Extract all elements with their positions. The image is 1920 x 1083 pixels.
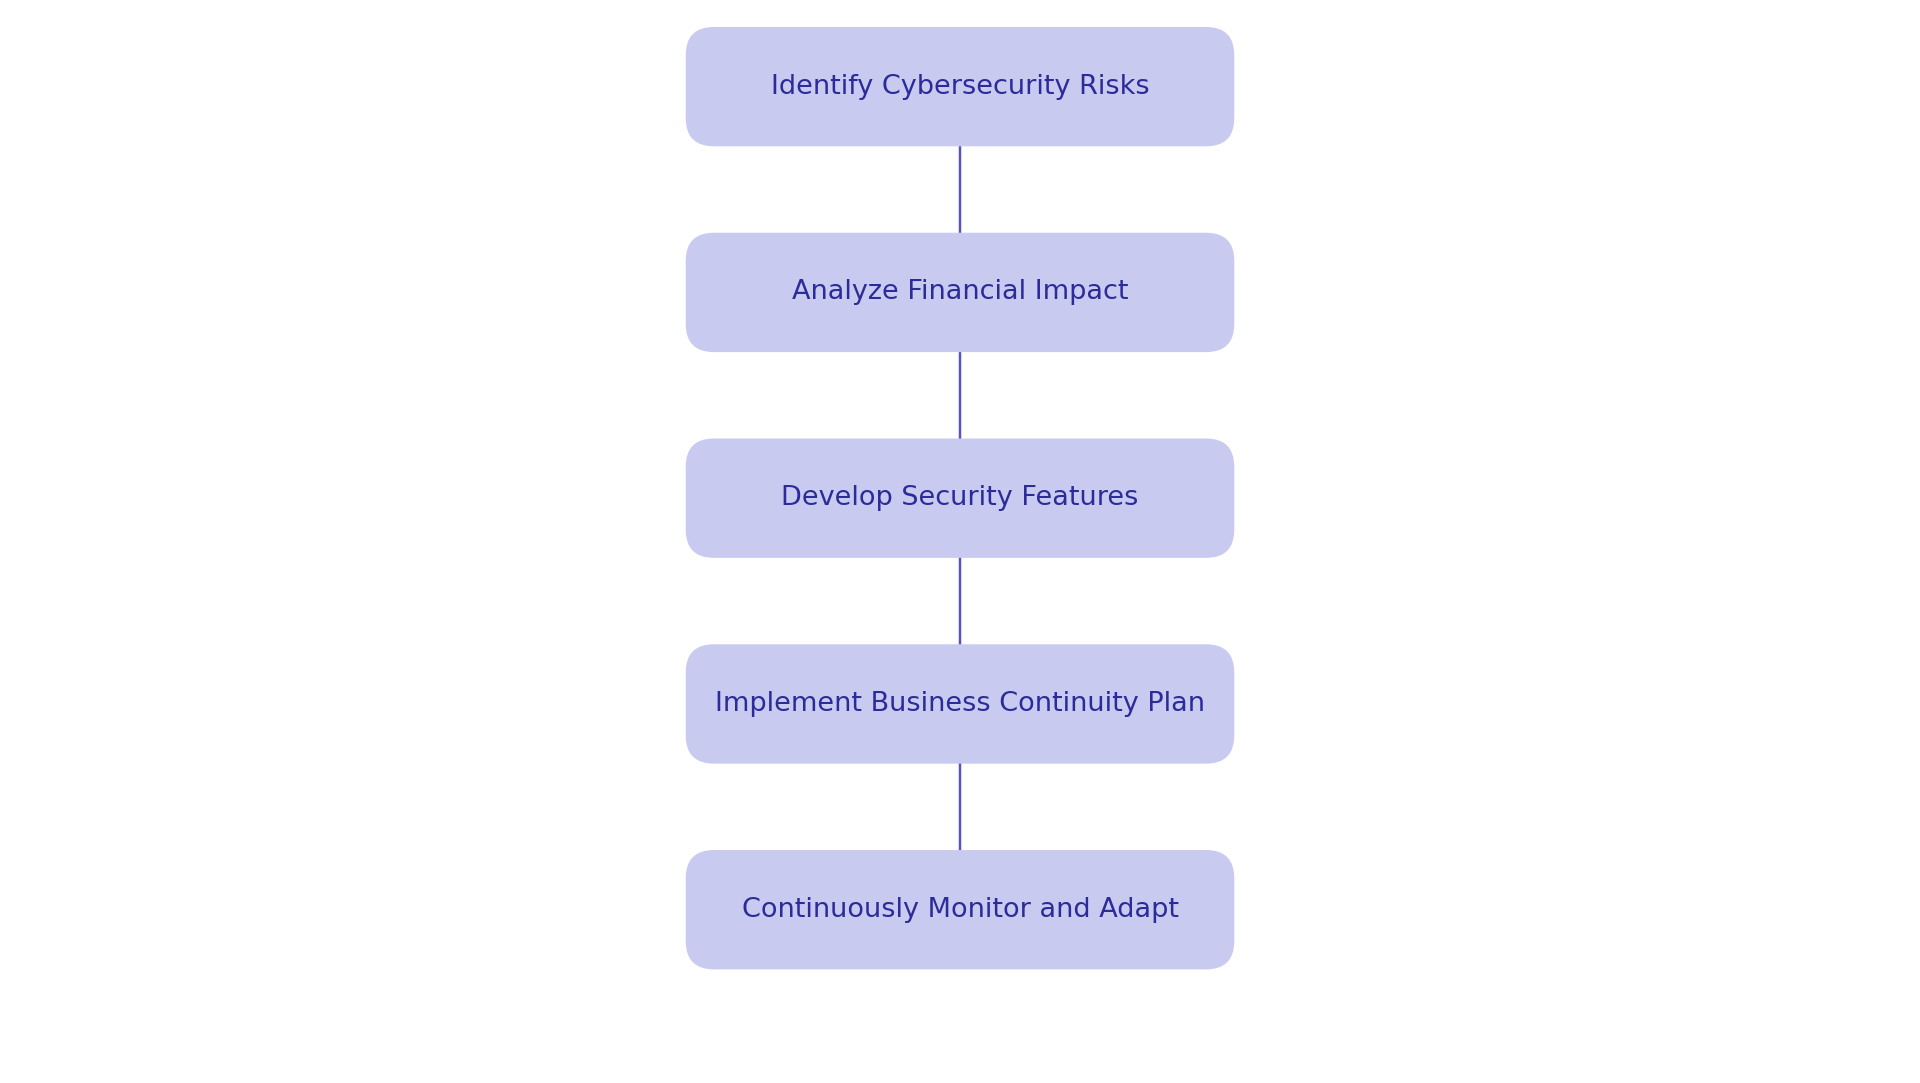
FancyBboxPatch shape	[685, 850, 1235, 969]
Text: Develop Security Features: Develop Security Features	[781, 485, 1139, 511]
Text: Continuously Monitor and Adapt: Continuously Monitor and Adapt	[741, 897, 1179, 923]
FancyBboxPatch shape	[685, 233, 1235, 352]
FancyBboxPatch shape	[685, 644, 1235, 764]
Text: Implement Business Continuity Plan: Implement Business Continuity Plan	[714, 691, 1206, 717]
Text: Analyze Financial Impact: Analyze Financial Impact	[791, 279, 1129, 305]
FancyBboxPatch shape	[685, 439, 1235, 558]
FancyBboxPatch shape	[685, 27, 1235, 146]
Text: Identify Cybersecurity Risks: Identify Cybersecurity Risks	[770, 74, 1150, 100]
